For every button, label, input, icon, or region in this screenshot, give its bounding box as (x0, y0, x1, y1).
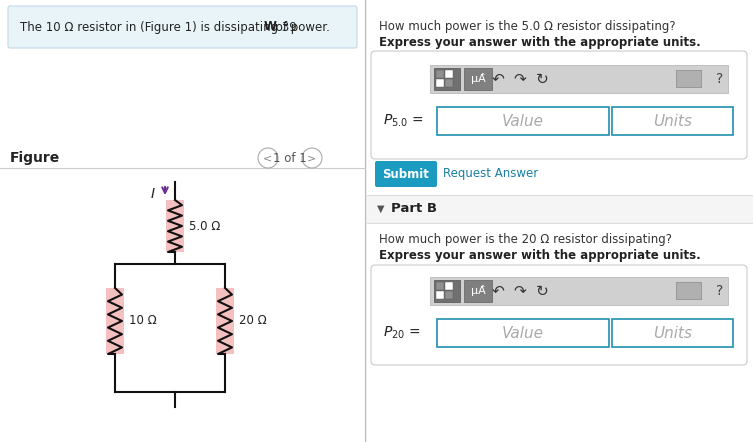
Text: ↻: ↻ (535, 72, 548, 87)
Text: ↷: ↷ (514, 283, 526, 298)
FancyBboxPatch shape (371, 51, 747, 159)
Bar (445, 282, 453, 290)
Text: ↻: ↻ (535, 283, 548, 298)
Bar (445, 79, 453, 87)
Bar (676, 282, 701, 299)
FancyBboxPatch shape (8, 6, 357, 48)
Text: Part B: Part B (391, 202, 437, 216)
Bar (367, 0, 753, 442)
Text: Submit: Submit (383, 168, 429, 180)
Bar (445, 70, 453, 78)
Text: Value: Value (501, 114, 544, 129)
Text: W: W (264, 20, 277, 34)
Bar (436, 282, 444, 290)
Text: ?: ? (716, 72, 724, 86)
Bar (0, 0, 365, 442)
Bar (434, 68, 460, 90)
Bar (436, 70, 444, 78)
Bar (611, 319, 733, 347)
Text: Figure: Figure (10, 151, 60, 165)
Text: <: < (264, 153, 273, 163)
Text: ▼: ▼ (377, 204, 385, 214)
Bar (166, 200, 184, 252)
Text: How much power is the 20 Ω resistor dissipating?: How much power is the 20 Ω resistor diss… (379, 233, 672, 246)
Bar (437, 107, 608, 135)
Text: The 10 Ω resistor in (Figure 1) is dissipating 39: The 10 Ω resistor in (Figure 1) is dissi… (20, 20, 300, 34)
Bar (676, 70, 701, 87)
FancyBboxPatch shape (375, 161, 437, 187)
Text: Value: Value (501, 325, 544, 340)
Bar (106, 288, 124, 354)
Text: Request Answer: Request Answer (443, 168, 538, 180)
Text: Express your answer with the appropriate units.: Express your answer with the appropriate… (379, 249, 701, 262)
Text: ?: ? (716, 284, 724, 298)
Bar (437, 319, 608, 347)
Text: 20 Ω: 20 Ω (239, 315, 267, 328)
Bar (611, 107, 733, 135)
Bar (430, 277, 728, 305)
Bar (434, 280, 460, 302)
Text: How much power is the 5.0 Ω resistor dissipating?: How much power is the 5.0 Ω resistor dis… (379, 20, 675, 33)
Text: $P_{5.0}$ =: $P_{5.0}$ = (383, 113, 424, 129)
Text: μÂ: μÂ (471, 286, 486, 297)
Circle shape (258, 148, 278, 168)
Bar (216, 288, 234, 354)
Bar (464, 280, 492, 302)
Bar (436, 291, 444, 299)
Circle shape (302, 148, 322, 168)
Text: 10 Ω: 10 Ω (129, 315, 157, 328)
Bar (445, 291, 453, 299)
Text: of power.: of power. (272, 20, 330, 34)
Bar (464, 68, 492, 90)
Bar (367, 195, 753, 223)
FancyBboxPatch shape (371, 265, 747, 365)
Text: Express your answer with the appropriate units.: Express your answer with the appropriate… (379, 36, 701, 49)
Text: ↶: ↶ (492, 72, 505, 87)
Text: >: > (307, 153, 316, 163)
Text: μÂ: μÂ (471, 73, 486, 84)
Text: ↶: ↶ (492, 283, 505, 298)
Text: Units: Units (653, 325, 692, 340)
Text: $P_{20}$ =: $P_{20}$ = (383, 325, 421, 341)
Text: I: I (151, 187, 155, 201)
Bar (430, 65, 728, 93)
Text: Units: Units (653, 114, 692, 129)
Text: ↷: ↷ (514, 72, 526, 87)
Bar (436, 79, 444, 87)
Text: 1 of 1: 1 of 1 (273, 152, 307, 164)
Text: 5.0 Ω: 5.0 Ω (189, 220, 221, 232)
